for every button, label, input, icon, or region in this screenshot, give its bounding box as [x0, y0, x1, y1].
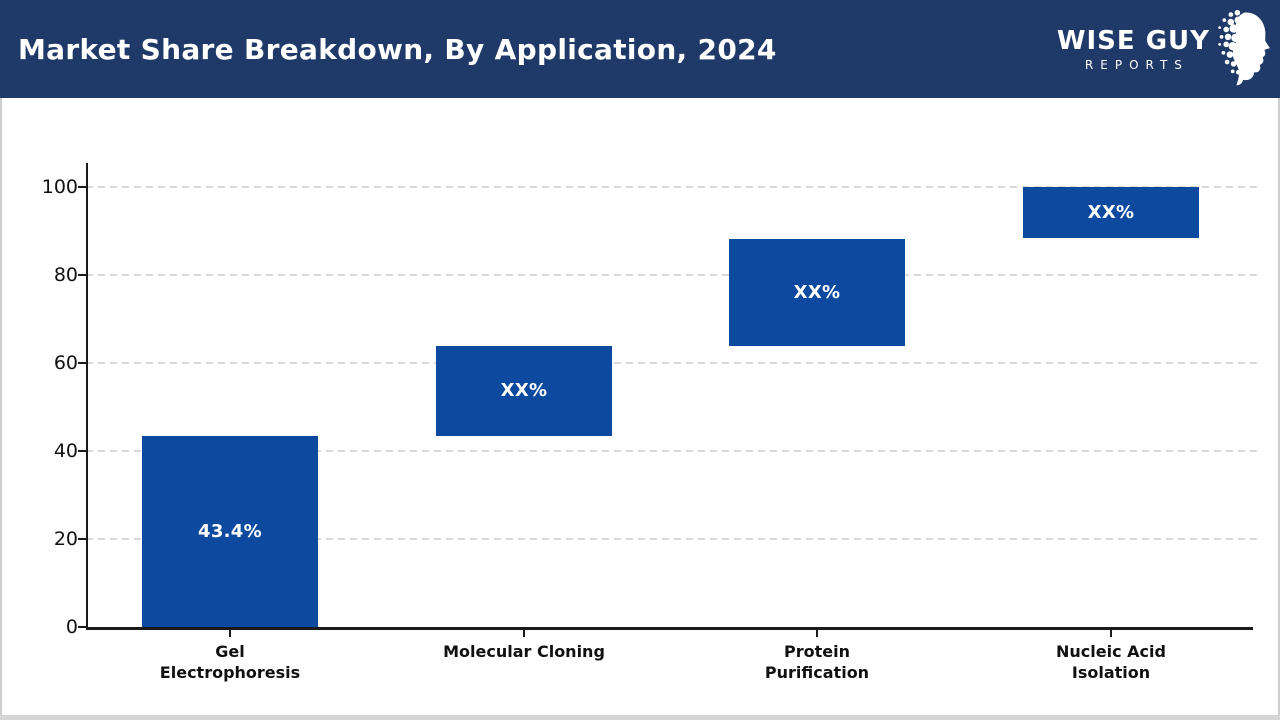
footer-strip — [0, 715, 1280, 720]
y-tick-label: 100 — [41, 176, 78, 198]
y-tick-label: 0 — [65, 616, 78, 638]
waterfall-bar-2: XX% — [436, 345, 612, 437]
logo-subtext: REPORTS — [1084, 58, 1189, 72]
y-tick-label: 20 — [53, 528, 78, 550]
x-tick-mark — [229, 630, 231, 637]
y-tick-label: 80 — [53, 264, 78, 286]
logo-text-block: WISE GUY REPORTS — [1057, 26, 1210, 72]
waterfall-bar-3: XX% — [729, 238, 905, 346]
x-axis-label-2: Molecular Cloning — [404, 641, 644, 662]
x-axis-label-line: Protein — [784, 642, 850, 661]
wise-guy-logo: WISE GUY REPORTS — [1057, 4, 1272, 94]
y-axis-spine — [86, 163, 88, 629]
logo-wordmark: WISE GUY — [1056, 26, 1210, 56]
y-tick-mark — [78, 450, 86, 452]
x-axis-label-3: Protein Purification — [697, 641, 937, 683]
bar-value-label: XX% — [793, 281, 841, 303]
x-axis-label-line: Isolation — [1071, 663, 1151, 682]
x-axis-label-line: Gel — [215, 642, 245, 661]
y-tick-label: 40 — [53, 440, 78, 462]
gridline-20 — [86, 538, 1262, 540]
x-tick-mark — [523, 630, 525, 637]
y-tick-mark — [78, 538, 86, 540]
x-axis-label-line: Purification — [764, 663, 870, 682]
x-axis-spine — [86, 627, 1253, 630]
waterfall-bar-4: XX% — [1023, 187, 1199, 239]
header-bar: Market Share Breakdown, By Application, … — [0, 0, 1280, 98]
x-axis-label-line: Electrophoresis — [159, 663, 301, 682]
x-axis-label-line: Molecular Cloning — [443, 642, 605, 661]
gridline-100 — [86, 186, 1262, 188]
bar-value-label: XX% — [1087, 202, 1135, 224]
gridline-60 — [86, 362, 1262, 364]
y-tick-mark — [78, 362, 86, 364]
x-axis-label-line: Nucleic Acid — [1056, 642, 1166, 661]
y-tick-mark — [78, 274, 86, 276]
x-axis-label-4: Nucleic Acid Isolation — [991, 641, 1231, 683]
gridline-40 — [86, 450, 1262, 452]
x-tick-mark — [1110, 630, 1112, 637]
wise-guy-face-icon — [1218, 9, 1270, 86]
page-title: Market Share Breakdown, By Application, … — [18, 32, 777, 66]
y-tick-label: 60 — [53, 352, 78, 374]
x-axis-label-1: Gel Electrophoresis — [110, 641, 350, 683]
waterfall-bar-1: 43.4% — [142, 436, 318, 627]
bar-value-label: XX% — [500, 380, 548, 402]
gridline-80 — [86, 274, 1262, 276]
y-tick-mark — [78, 186, 86, 188]
x-tick-mark — [816, 630, 818, 637]
bar-value-label: 43.4% — [198, 521, 262, 542]
y-tick-mark — [78, 626, 86, 628]
